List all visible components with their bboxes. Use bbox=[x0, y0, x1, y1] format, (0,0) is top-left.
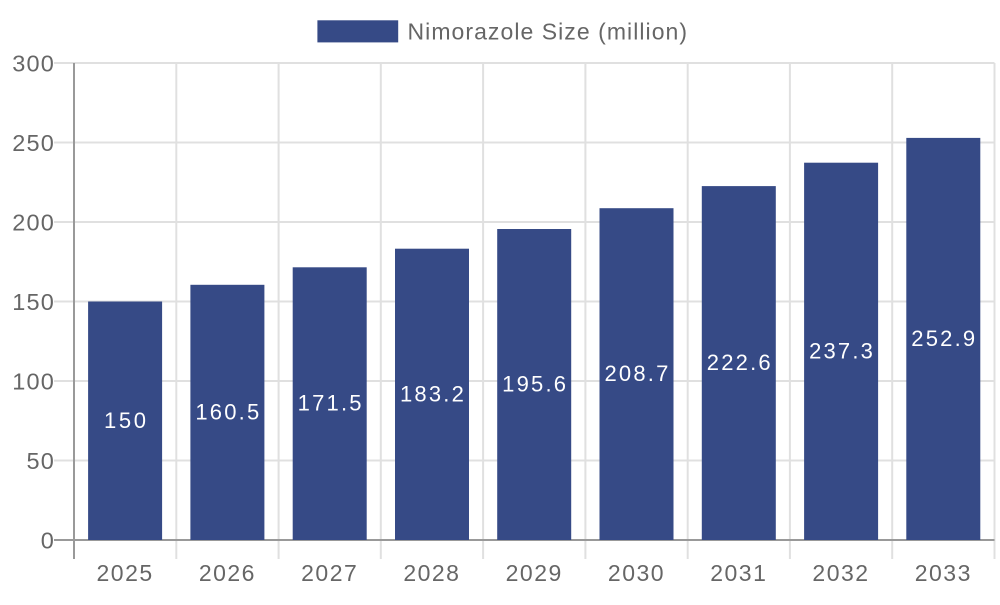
svg-text:2028: 2028 bbox=[403, 560, 460, 586]
svg-text:100: 100 bbox=[12, 369, 55, 395]
svg-text:252.9: 252.9 bbox=[911, 326, 977, 351]
svg-text:150: 150 bbox=[12, 289, 55, 315]
svg-text:237.3: 237.3 bbox=[809, 338, 875, 363]
svg-text:2026: 2026 bbox=[199, 560, 256, 586]
svg-text:2030: 2030 bbox=[608, 560, 665, 586]
svg-text:195.6: 195.6 bbox=[502, 372, 568, 397]
svg-text:Nimorazole Size (million): Nimorazole Size (million) bbox=[408, 19, 689, 45]
svg-text:2031: 2031 bbox=[710, 560, 767, 586]
svg-text:2025: 2025 bbox=[97, 560, 154, 586]
svg-text:150: 150 bbox=[104, 408, 149, 433]
svg-text:160.5: 160.5 bbox=[195, 399, 261, 424]
svg-text:2027: 2027 bbox=[301, 560, 358, 586]
svg-text:0: 0 bbox=[41, 528, 55, 554]
svg-text:222.6: 222.6 bbox=[707, 350, 773, 375]
svg-text:2032: 2032 bbox=[812, 560, 869, 586]
svg-text:2029: 2029 bbox=[506, 560, 563, 586]
svg-text:208.7: 208.7 bbox=[604, 361, 670, 386]
svg-text:200: 200 bbox=[12, 210, 55, 236]
svg-text:50: 50 bbox=[26, 448, 55, 474]
svg-text:2033: 2033 bbox=[915, 560, 972, 586]
svg-text:183.2: 183.2 bbox=[400, 381, 466, 406]
svg-text:250: 250 bbox=[12, 130, 55, 156]
svg-text:300: 300 bbox=[12, 51, 55, 77]
svg-text:171.5: 171.5 bbox=[298, 391, 364, 416]
